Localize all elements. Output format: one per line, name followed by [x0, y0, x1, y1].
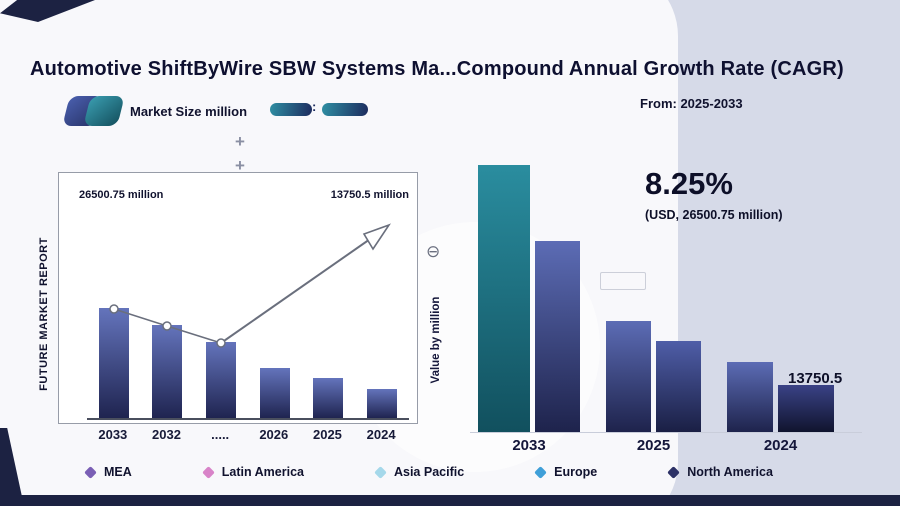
decor-pill-separator: : — [312, 99, 317, 114]
group-year-label: 2025 — [636, 437, 671, 454]
cagr-subtitle: (USD, 26500.75 million) — [645, 208, 783, 222]
decor-pill-left — [270, 103, 312, 116]
market-size-bar — [206, 342, 237, 418]
x-axis-label: 2025 — [312, 427, 342, 442]
region-legend: MEA Latin America Asia Pacific Europe North … — [84, 465, 773, 479]
cagr-value: 8.25% — [645, 166, 733, 201]
value-bar — [606, 321, 651, 432]
bar-group-2025: 2025 — [606, 321, 701, 456]
right-chart-annotation: 13750.5 — [788, 370, 843, 387]
left-chart-bars — [87, 232, 409, 420]
left-chart-annotation-end: 13750.5 million — [330, 189, 409, 201]
left-chart-xlabels: 2033 2032..... 2026 2025 2024 — [86, 427, 408, 442]
x-axis-label: 2032 — [152, 427, 181, 442]
right-chart-baseline — [470, 432, 862, 433]
market-size-legend-label: Market Size million — [130, 104, 248, 119]
market-size-icon — [62, 96, 125, 126]
left-chart-panel: 26500.75 million 13750.5 million — [58, 172, 418, 424]
right-chart: 2033 2025 2024 — [478, 160, 834, 456]
decor-bracket — [600, 272, 646, 290]
value-bar — [478, 165, 530, 432]
legend-item-north-america: North America — [667, 465, 773, 479]
legend-label: Asia Pacific — [393, 465, 465, 479]
market-size-bar — [259, 368, 290, 418]
legend-diamond-icon — [534, 465, 548, 479]
legend-item-mea: MEA — [84, 465, 132, 479]
bar-group-2033: 2033 — [478, 165, 580, 456]
legend-label: Latin America — [221, 465, 304, 479]
legend-diamond-icon — [667, 465, 681, 479]
market-size-bar — [367, 389, 398, 418]
bar-cell — [204, 342, 238, 418]
legend-diamond-icon — [374, 465, 387, 479]
left-chart-side-label: FUTURE MARKET REPORT — [38, 237, 50, 391]
value-bar — [778, 385, 834, 432]
plus-icon: + — [235, 132, 245, 151]
group-year-label: 2033 — [512, 437, 546, 454]
bar-cell — [365, 389, 399, 418]
bar-cell — [258, 368, 292, 418]
legend-label: Europe — [554, 465, 598, 479]
legend-item-asia-pacific: Asia Pacific — [374, 465, 465, 479]
x-axis-label: ..... — [211, 427, 230, 442]
value-bar — [656, 341, 701, 432]
legend-label: MEA — [104, 465, 132, 479]
page-title: Automotive ShiftByWire SBW Systems Ma...… — [30, 58, 844, 80]
x-axis-label: 2033 — [98, 427, 128, 442]
bar-group-2024: 2024 — [727, 362, 834, 456]
bar-cell — [150, 325, 184, 418]
legend-diamond-icon — [201, 465, 215, 479]
x-axis-label: 2026 — [259, 427, 289, 442]
left-chart-annotation-start: 26500.75 million — [79, 189, 164, 201]
frame-bottom-bar — [0, 495, 900, 506]
market-size-bar — [152, 325, 183, 418]
market-size-bar — [313, 378, 344, 418]
bar-cell — [97, 308, 131, 418]
bar-group-bars — [478, 165, 580, 432]
plus-icon: + — [235, 156, 245, 175]
bar-group-bars — [606, 321, 701, 432]
value-bar — [727, 362, 773, 432]
bar-group-bars — [727, 362, 834, 432]
legend-label: North America — [687, 465, 773, 479]
date-range-label: From: 2025-2033 — [640, 96, 743, 111]
group-year-label: 2024 — [763, 437, 798, 454]
right-chart-axis-label: Value by million — [430, 296, 442, 384]
bar-cell — [311, 378, 345, 418]
market-size-bar — [98, 308, 129, 418]
value-bar — [535, 241, 580, 432]
decor-pill-right — [322, 103, 368, 116]
legend-item-europe: Europe — [534, 465, 598, 479]
legend-diamond-icon — [84, 465, 97, 479]
x-axis-label: 2024 — [366, 427, 396, 442]
legend-item-latin-america: Latin America — [201, 465, 304, 479]
market-size-icon-teal-half — [83, 96, 125, 126]
zoom-out-icon: ⊖ — [426, 242, 441, 261]
